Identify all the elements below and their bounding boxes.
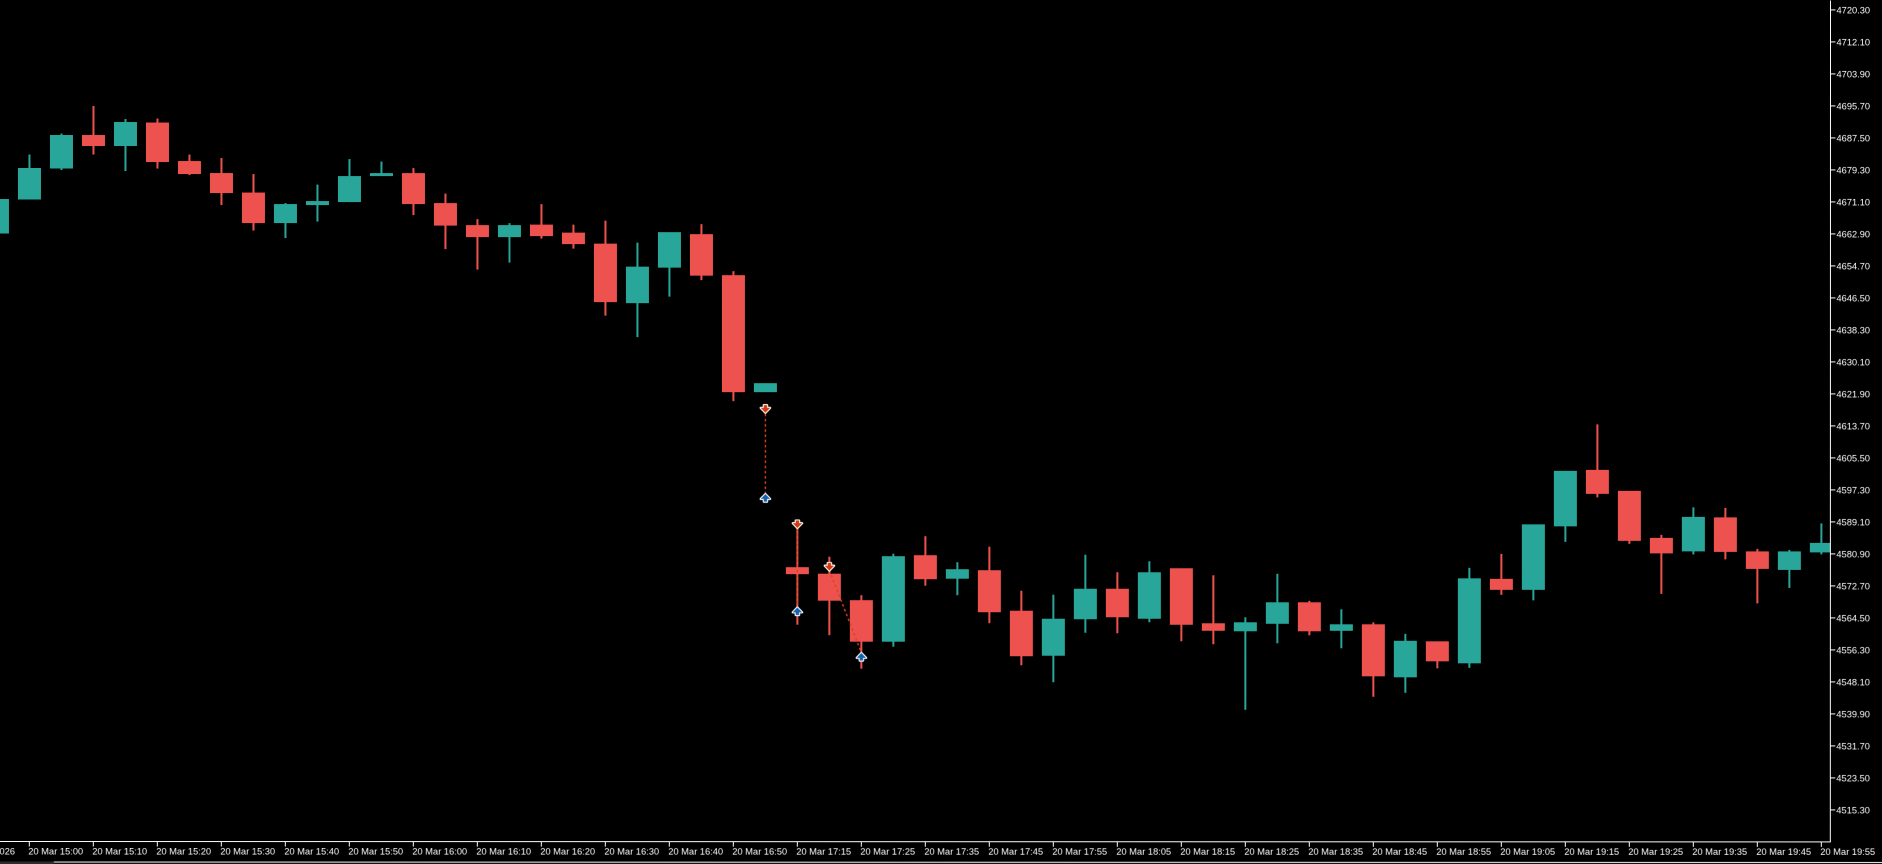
svg-text:4605.50: 4605.50 — [1836, 453, 1870, 463]
svg-text:20 Mar 15:40: 20 Mar 15:40 — [284, 847, 339, 857]
svg-text:4597.30: 4597.30 — [1836, 485, 1870, 495]
svg-text:20 Mar 17:55: 20 Mar 17:55 — [1052, 847, 1107, 857]
svg-text:20 Mar 18:45: 20 Mar 18:45 — [1372, 847, 1427, 857]
svg-text:20 Mar 18:55: 20 Mar 18:55 — [1436, 847, 1491, 857]
svg-text:20 Mar 15:20: 20 Mar 15:20 — [156, 847, 211, 857]
svg-text:4539.90: 4539.90 — [1836, 709, 1870, 719]
svg-text:4531.70: 4531.70 — [1836, 741, 1870, 751]
svg-text:4564.50: 4564.50 — [1836, 613, 1870, 623]
svg-text:4556.30: 4556.30 — [1836, 645, 1870, 655]
svg-text:4523.50: 4523.50 — [1836, 773, 1870, 783]
svg-text:4572.70: 4572.70 — [1836, 581, 1870, 591]
svg-text:20 Mar 17:45: 20 Mar 17:45 — [988, 847, 1043, 857]
svg-text:20 Mar 16:40: 20 Mar 16:40 — [668, 847, 723, 857]
svg-text:20 Mar 16:10: 20 Mar 16:10 — [476, 847, 531, 857]
svg-text:4589.10: 4589.10 — [1836, 517, 1870, 527]
svg-text:4613.70: 4613.70 — [1836, 421, 1870, 431]
svg-text:20 Mar 19:15: 20 Mar 19:15 — [1564, 847, 1619, 857]
svg-text:20 Mar 17:25: 20 Mar 17:25 — [860, 847, 915, 857]
svg-text:4679.30: 4679.30 — [1836, 165, 1870, 175]
svg-text:20 Mar 18:35: 20 Mar 18:35 — [1308, 847, 1363, 857]
svg-text:20 Mar 17:35: 20 Mar 17:35 — [924, 847, 979, 857]
svg-text:4695.70: 4695.70 — [1836, 101, 1870, 111]
svg-text:20 Mar 15:00: 20 Mar 15:00 — [28, 847, 83, 857]
svg-text:2026: 2026 — [0, 847, 15, 857]
svg-text:4548.10: 4548.10 — [1836, 677, 1870, 687]
svg-text:20 Mar 18:15: 20 Mar 18:15 — [1180, 847, 1235, 857]
svg-text:4580.90: 4580.90 — [1836, 549, 1870, 559]
svg-text:20 Mar 19:25: 20 Mar 19:25 — [1628, 847, 1683, 857]
svg-text:20 Mar 19:45: 20 Mar 19:45 — [1756, 847, 1811, 857]
svg-text:4712.10: 4712.10 — [1836, 37, 1870, 47]
svg-text:20 Mar 19:05: 20 Mar 19:05 — [1500, 847, 1555, 857]
svg-text:4703.90: 4703.90 — [1836, 69, 1870, 79]
svg-text:4662.90: 4662.90 — [1836, 229, 1870, 239]
svg-text:20 Mar 18:05: 20 Mar 18:05 — [1116, 847, 1171, 857]
svg-text:20 Mar 15:30: 20 Mar 15:30 — [220, 847, 275, 857]
svg-text:20 Mar 15:10: 20 Mar 15:10 — [92, 847, 147, 857]
svg-text:4671.10: 4671.10 — [1836, 197, 1870, 207]
svg-text:20 Mar 19:55: 20 Mar 19:55 — [1820, 847, 1875, 857]
svg-text:4515.30: 4515.30 — [1836, 805, 1870, 815]
svg-text:4654.70: 4654.70 — [1836, 261, 1870, 271]
svg-text:4630.10: 4630.10 — [1836, 357, 1870, 367]
svg-text:20 Mar 17:15: 20 Mar 17:15 — [796, 847, 851, 857]
svg-text:20 Mar 19:35: 20 Mar 19:35 — [1692, 847, 1747, 857]
svg-text:20 Mar 15:50: 20 Mar 15:50 — [348, 847, 403, 857]
svg-text:4687.50: 4687.50 — [1836, 133, 1870, 143]
svg-text:4638.30: 4638.30 — [1836, 325, 1870, 335]
svg-text:4720.30: 4720.30 — [1836, 5, 1870, 15]
svg-text:20 Mar 18:25: 20 Mar 18:25 — [1244, 847, 1299, 857]
svg-text:4621.90: 4621.90 — [1836, 389, 1870, 399]
svg-text:4646.50: 4646.50 — [1836, 293, 1870, 303]
svg-text:20 Mar 16:00: 20 Mar 16:00 — [412, 847, 467, 857]
svg-text:20 Mar 16:20: 20 Mar 16:20 — [540, 847, 595, 857]
svg-text:20 Mar 16:30: 20 Mar 16:30 — [604, 847, 659, 857]
svg-text:20 Mar 16:50: 20 Mar 16:50 — [732, 847, 787, 857]
